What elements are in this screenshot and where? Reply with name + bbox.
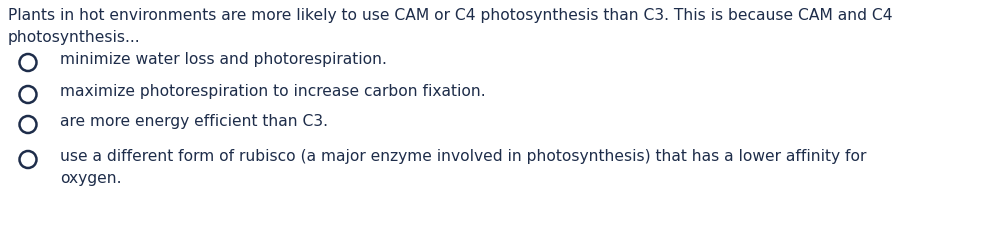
Text: use a different form of rubisco (a major enzyme involved in photosynthesis) that: use a different form of rubisco (a major… bbox=[60, 149, 866, 186]
Text: minimize water loss and photorespiration.: minimize water loss and photorespiration… bbox=[60, 52, 387, 67]
Text: maximize photorespiration to increase carbon fixation.: maximize photorespiration to increase ca… bbox=[60, 84, 486, 99]
Text: are more energy efficient than C3.: are more energy efficient than C3. bbox=[60, 114, 328, 129]
Text: Plants in hot environments are more likely to use CAM or C4 photosynthesis than : Plants in hot environments are more like… bbox=[8, 8, 893, 45]
